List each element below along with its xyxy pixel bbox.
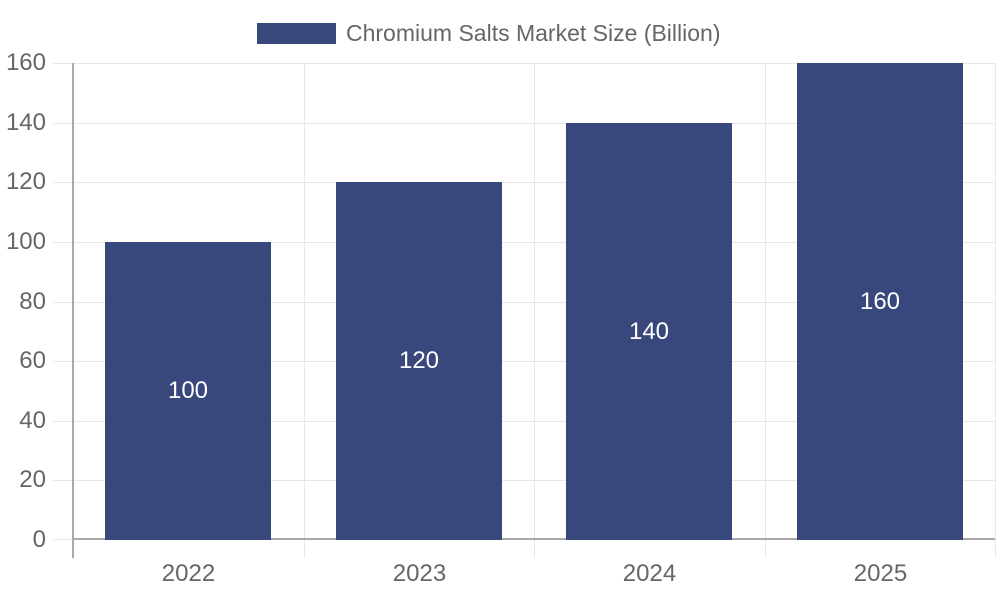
legend-label: Chromium Salts Market Size (Billion) <box>346 20 721 46</box>
bar-2023[interactable]: 120 <box>336 182 502 540</box>
gridline-vertical <box>995 63 996 558</box>
bar-value-label: 100 <box>167 377 209 404</box>
gridline-horizontal <box>53 242 995 243</box>
gridline-horizontal <box>53 361 995 362</box>
x-axis-tick-label: 2022 <box>161 560 216 587</box>
y-axis-tick-label: 140 <box>5 109 46 136</box>
y-axis-line <box>72 63 74 558</box>
x-axis-line <box>73 538 995 540</box>
gridline-horizontal <box>53 123 995 124</box>
bar-value-label: 140 <box>628 318 670 345</box>
gridline-horizontal <box>53 182 995 183</box>
bar-value-label: 160 <box>859 288 901 315</box>
gridline-vertical <box>534 63 535 558</box>
x-axis-tick-label: 2025 <box>853 560 908 587</box>
y-axis-tick-label: 120 <box>5 168 46 195</box>
gridline-horizontal <box>53 302 995 303</box>
y-axis-tick <box>53 539 73 540</box>
bar-2022[interactable]: 100 <box>105 242 271 540</box>
y-axis-tick-label: 20 <box>19 466 46 493</box>
y-axis-tick-label: 0 <box>32 526 46 553</box>
legend-swatch <box>257 23 336 44</box>
gridline-vertical <box>304 63 305 558</box>
x-axis-tick-label: 2024 <box>622 560 677 587</box>
gridline-horizontal <box>53 421 995 422</box>
y-axis-tick-label: 100 <box>5 228 46 255</box>
gridline-horizontal <box>53 63 995 64</box>
y-axis-tick-label: 60 <box>19 347 46 374</box>
y-axis-tick-label: 160 <box>5 49 46 76</box>
y-axis-tick-label: 80 <box>19 288 46 315</box>
plot-area: 0 20 40 60 80 100 120 140 160 100 2022 120 2023 140 20… <box>6 51 996 586</box>
y-axis-tick-label: 40 <box>19 407 46 434</box>
bar-2025[interactable]: 160 <box>797 63 963 540</box>
gridline-vertical <box>765 63 766 558</box>
gridline-horizontal <box>53 480 995 481</box>
legend[interactable]: Chromium Salts Market Size (Billion) <box>0 0 1000 56</box>
bar-2024[interactable]: 140 <box>566 123 732 540</box>
x-axis-tick-label: 2023 <box>392 560 447 587</box>
bar-value-label: 120 <box>398 347 440 374</box>
